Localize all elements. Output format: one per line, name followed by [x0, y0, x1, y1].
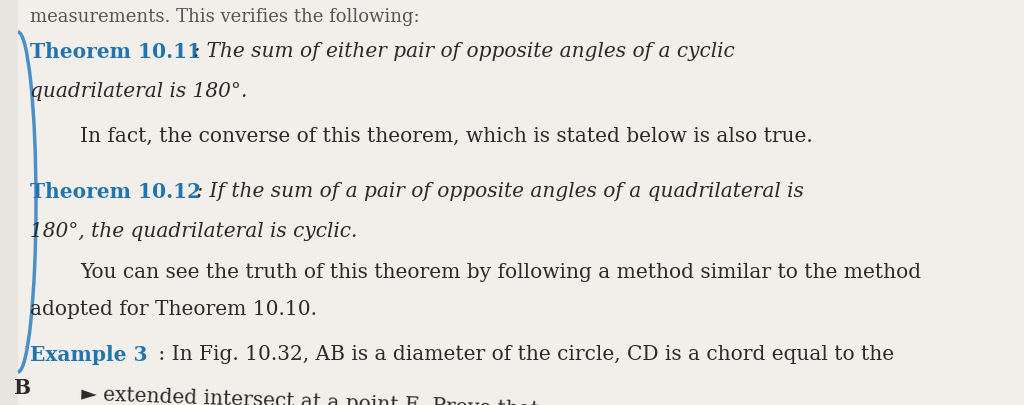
Text: In fact, the converse of this theorem, which is stated below is also true.: In fact, the converse of this theorem, w… — [80, 127, 813, 146]
Text: Theorem 10.11: Theorem 10.11 — [30, 42, 201, 62]
Text: Theorem 10.12: Theorem 10.12 — [30, 182, 201, 202]
Text: ► extended intersect at a point E. Prove that: ► extended intersect at a point E. Prove… — [30, 383, 540, 405]
Text: measurements. This verifies the following:: measurements. This verifies the followin… — [30, 8, 420, 26]
Text: : The sum of either pair of opposite angles of a cyclic: : The sum of either pair of opposite ang… — [187, 42, 735, 61]
Text: Example 3: Example 3 — [30, 345, 147, 365]
Text: quadrilateral is 180°.: quadrilateral is 180°. — [30, 82, 248, 101]
Text: 180°, the quadrilateral is cyclic.: 180°, the quadrilateral is cyclic. — [30, 222, 357, 241]
Text: adopted for Theorem 10.10.: adopted for Theorem 10.10. — [30, 300, 317, 319]
Text: : In Fig. 10.32, AB is a diameter of the circle, CD is a chord equal to the: : In Fig. 10.32, AB is a diameter of the… — [152, 345, 894, 364]
Text: B: B — [14, 378, 31, 398]
Text: You can see the truth of this theorem by following a method similar to the metho: You can see the truth of this theorem by… — [80, 263, 922, 282]
Text: : If the sum of a pair of opposite angles of a quadrilateral is: : If the sum of a pair of opposite angle… — [190, 182, 804, 201]
